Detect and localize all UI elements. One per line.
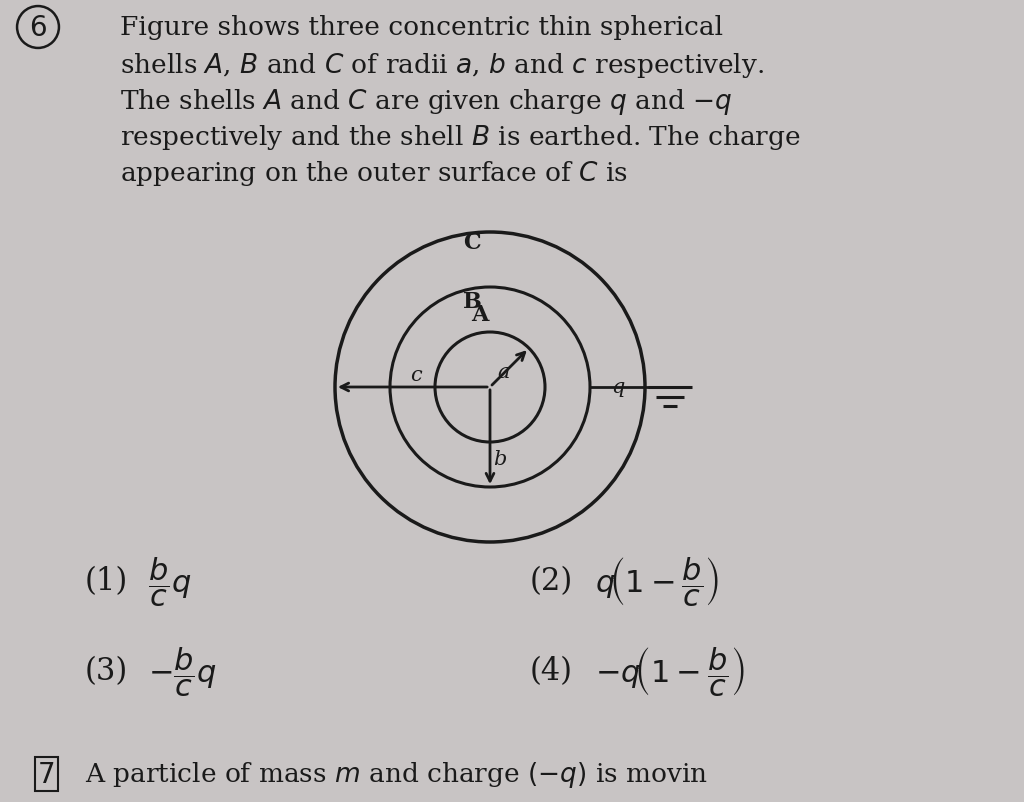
Text: $\dfrac{b}{c}q$: $\dfrac{b}{c}q$ [148, 554, 191, 608]
Text: The shells $A$ and $C$ are given charge $q$ and $-q$: The shells $A$ and $C$ are given charge … [120, 87, 732, 117]
Text: c: c [410, 366, 422, 385]
Text: shells $A$, $B$ and $C$ of radii $a$, $b$ and $c$ respectively.: shells $A$, $B$ and $C$ of radii $a$, $b… [120, 51, 764, 80]
Text: (4): (4) [530, 656, 573, 687]
Text: A particle of mass $m$ and charge $(-q)$ is movin: A particle of mass $m$ and charge $(-q)$… [85, 759, 708, 789]
Text: Figure shows three concentric thin spherical: Figure shows three concentric thin spher… [120, 15, 723, 40]
Text: q: q [611, 378, 625, 397]
Text: A: A [471, 304, 488, 326]
Text: b: b [494, 450, 507, 469]
Text: (3): (3) [85, 656, 128, 687]
Text: 6: 6 [30, 14, 47, 42]
Text: $-q\!\left(1-\dfrac{b}{c}\right)$: $-q\!\left(1-\dfrac{b}{c}\right)$ [595, 645, 744, 698]
Text: B: B [463, 290, 481, 313]
Text: (1): (1) [85, 565, 128, 597]
Text: C: C [463, 232, 481, 253]
Text: appearing on the outer surface of $C$ is: appearing on the outer surface of $C$ is [120, 159, 628, 188]
Text: respectively and the shell $B$ is earthed. The charge: respectively and the shell $B$ is earthe… [120, 123, 801, 152]
Text: (2): (2) [530, 565, 573, 597]
Text: $q\!\left(1-\dfrac{b}{c}\right)$: $q\!\left(1-\dfrac{b}{c}\right)$ [595, 554, 719, 608]
Text: 7: 7 [38, 760, 55, 788]
Text: $-\dfrac{b}{c}q$: $-\dfrac{b}{c}q$ [148, 645, 217, 698]
Text: a: a [498, 363, 510, 382]
